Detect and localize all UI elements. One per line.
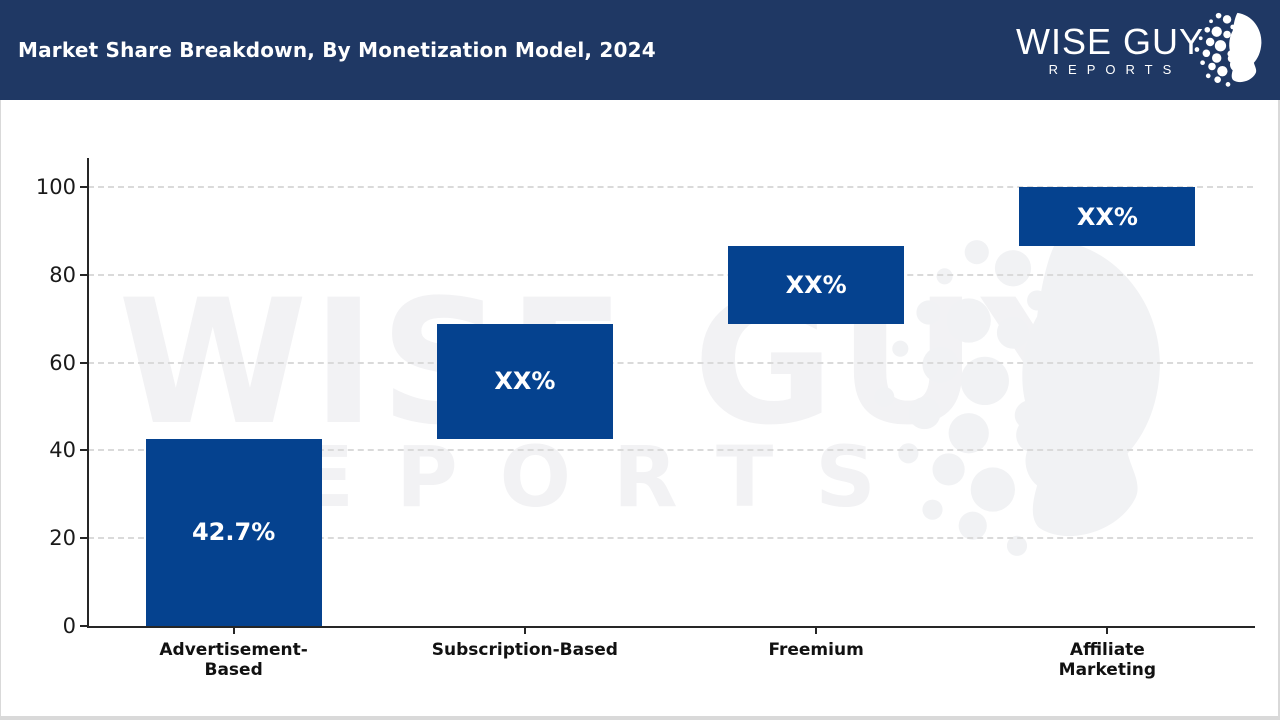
y-tick-label: 20 [49,526,76,551]
x-tick-label: Advertisement- Based [159,640,308,680]
wiseguy-logo: WISE GUY REPORTS [1016,6,1266,94]
watermark-face-icon [856,228,1178,570]
x-tick-label: Freemium [768,640,864,660]
bar-value-label: 42.7% [191,518,276,547]
gridline [88,449,1253,452]
gridline [88,361,1253,364]
y-tick-label: 60 [49,350,76,375]
y-tick-label: 100 [35,175,76,199]
y-axis-line [87,158,89,628]
bar-value-label: XX% [1076,202,1138,231]
y-tick-label: 40 [49,438,76,463]
page-title: Market Share Breakdown, By Monetization … [18,38,656,62]
gridline [88,537,1253,540]
y-tick-label: 0 [62,614,76,638]
x-tick-label: Affiliate Marketing [1058,640,1157,680]
y-tick-label: 80 [49,262,76,287]
y-tick-mark [80,186,88,188]
x-tick-mark [523,628,526,634]
logo-line1: WISE GUY [1015,21,1204,62]
y-tick-mark [80,537,88,540]
x-tick-mark [1106,628,1109,634]
bar-value-label: XX% [785,271,847,300]
x-tick-mark [232,628,235,634]
x-tick-mark [815,628,818,634]
gridline [88,273,1253,276]
y-tick-mark [80,273,88,276]
bar-value-label: XX% [494,367,556,396]
x-axis-line [87,626,1255,628]
bar [145,438,322,626]
y-tick-mark [80,625,88,627]
bar [728,246,905,324]
y-tick-mark [80,449,88,452]
logo-line2: REPORTS [1048,62,1182,77]
bar [1019,187,1196,247]
x-tick-label: Subscription-Based [431,640,618,660]
logo-wordmark: WISE GUY REPORTS [1015,21,1204,78]
header-bar: Market Share Breakdown, By Monetization … [0,0,1280,100]
gridline [88,186,1253,188]
bar [436,323,613,439]
y-tick-mark [80,361,88,364]
